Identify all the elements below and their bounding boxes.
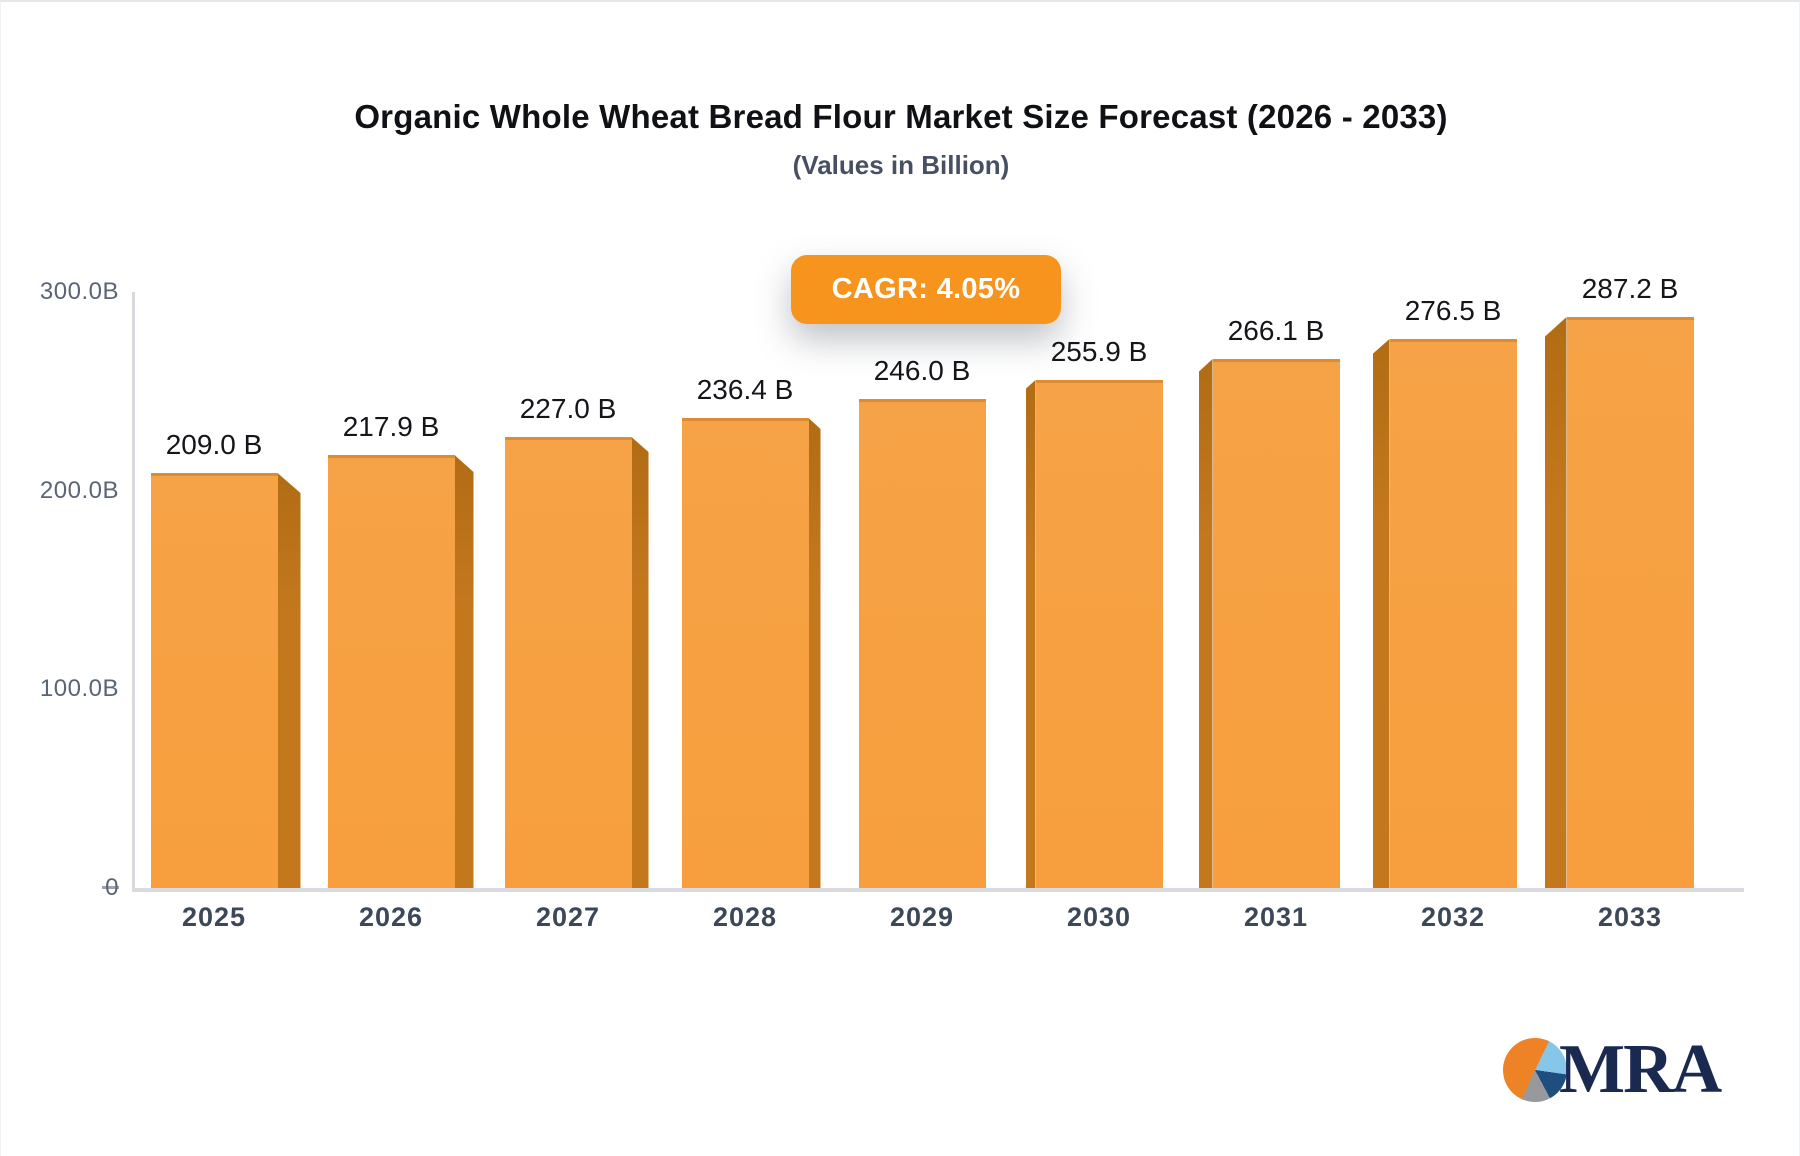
x-axis-label: 2028	[712, 902, 778, 932]
bar	[150, 473, 278, 888]
bar-value-label: 276.5 B	[1404, 295, 1502, 326]
bar	[504, 437, 632, 888]
bar	[858, 399, 986, 888]
x-axis-label: 2027	[535, 902, 601, 932]
brand-logo-text: MRA	[1559, 1031, 1722, 1108]
bar	[1389, 339, 1517, 888]
y-axis-label: 200.0B	[39, 476, 119, 504]
x-axis-label: 2025	[181, 902, 247, 932]
y-axis-label: 300.0B	[39, 278, 119, 305]
y-axis-label: 100.0B	[39, 675, 119, 703]
bar-value-label: 236.4 B	[696, 374, 794, 405]
bar-value-label: 217.9 B	[342, 411, 440, 442]
chart-subtitle: (Values in Billion)	[792, 150, 1010, 180]
x-axis-label: 2030	[1066, 902, 1132, 932]
bar-3d-side	[1025, 380, 1036, 888]
bar-value-label: 246.0 B	[873, 355, 971, 386]
bar	[1035, 380, 1163, 888]
bar	[1566, 317, 1694, 888]
bar-value-label: 287.2 B	[1581, 273, 1679, 304]
bar-3d-side	[1372, 339, 1390, 888]
pie-chart-logo-icon	[1503, 1038, 1567, 1102]
bar-value-label: 227.0 B	[519, 393, 617, 424]
brand-logo: MRA	[1503, 1031, 1722, 1108]
bar-3d-side	[1544, 317, 1567, 888]
bar-3d-side	[808, 418, 821, 888]
bar-3d-side	[454, 455, 474, 888]
cagr-badge: CAGR: 4.05%	[791, 255, 1061, 324]
x-axis-label: 2032	[1420, 902, 1486, 932]
chart-title: Organic Whole Wheat Bread Flour Market S…	[354, 98, 1448, 135]
bar-3d-side	[1198, 359, 1213, 888]
bar	[327, 455, 455, 888]
x-axis-baseline	[132, 888, 1744, 892]
bar-3d-side	[277, 473, 301, 888]
bar-value-label: 266.1 B	[1227, 315, 1325, 346]
bar	[681, 418, 809, 888]
x-axis-label: 2033	[1597, 902, 1663, 932]
y-axis-line	[132, 292, 135, 891]
x-axis-label: 2029	[889, 902, 955, 932]
y-axis-label: 0	[105, 874, 119, 901]
cagr-badge-label: CAGR: 4.05%	[831, 273, 1021, 305]
bar-3d-side	[631, 437, 649, 888]
x-axis-label: 2031	[1243, 902, 1309, 932]
bar-value-label: 255.9 B	[1050, 336, 1148, 367]
bar-value-label: 209.0 B	[165, 429, 263, 460]
zero-tick-mark	[102, 886, 119, 889]
x-axis-label: 2026	[358, 902, 424, 932]
bar	[1212, 359, 1340, 888]
